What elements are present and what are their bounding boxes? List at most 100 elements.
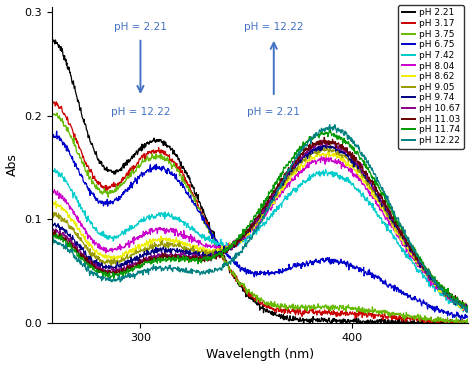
pH 6.75 — [409, 296, 415, 300]
pH 9.05 — [227, 246, 232, 250]
pH 3.17 — [363, 312, 369, 317]
pH 9.74 — [409, 250, 415, 254]
pH 9.05 — [94, 255, 100, 260]
pH 8.62 — [227, 240, 232, 245]
pH 11.74 — [363, 164, 369, 168]
pH 8.04 — [157, 225, 163, 230]
pH 12.22 — [464, 310, 469, 314]
pH 6.75 — [346, 268, 352, 272]
pH 11.03 — [49, 232, 55, 236]
pH 7.42 — [465, 310, 471, 314]
pH 6.75 — [49, 135, 55, 139]
pH 6.75 — [363, 271, 369, 275]
pH 11.03 — [464, 310, 470, 314]
pH 11.03 — [363, 168, 369, 173]
pH 9.05 — [346, 157, 352, 161]
Line: pH 9.05: pH 9.05 — [52, 145, 468, 310]
Line: pH 11.03: pH 11.03 — [52, 137, 468, 312]
pH 3.75 — [49, 109, 55, 113]
pH 11.74 — [94, 267, 100, 272]
pH 9.74 — [363, 173, 369, 177]
pH 9.05 — [409, 250, 415, 254]
pH 3.17 — [227, 269, 233, 274]
pH 8.62 — [157, 240, 163, 245]
pH 7.42 — [95, 231, 100, 235]
pH 10.67 — [94, 266, 100, 270]
pH 8.04 — [363, 187, 369, 192]
pH 10.67 — [319, 138, 325, 142]
pH 11.03 — [465, 304, 471, 309]
pH 3.17 — [409, 315, 415, 320]
pH 11.03 — [321, 135, 327, 139]
Text: pH = 2.21: pH = 2.21 — [114, 22, 167, 32]
pH 7.42 — [158, 214, 164, 219]
pH 9.74 — [324, 142, 329, 146]
pH 3.17 — [54, 99, 59, 104]
Line: pH 7.42: pH 7.42 — [52, 169, 468, 313]
pH 11.74 — [346, 141, 352, 145]
pH 2.21 — [363, 319, 369, 324]
pH 3.75 — [95, 185, 100, 189]
pH 8.62 — [465, 308, 471, 313]
pH 3.17 — [465, 320, 471, 324]
pH 11.03 — [346, 152, 352, 156]
pH 11.03 — [157, 255, 163, 259]
pH 2.21 — [227, 271, 232, 275]
pH 3.75 — [465, 321, 471, 326]
pH 8.62 — [49, 200, 55, 204]
Line: pH 8.04: pH 8.04 — [52, 155, 468, 310]
pH 8.04 — [227, 244, 232, 248]
pH 10.67 — [49, 229, 55, 234]
pH 8.62 — [363, 182, 369, 186]
pH 12.22 — [49, 240, 55, 244]
pH 9.74 — [465, 303, 471, 308]
pH 8.62 — [346, 162, 352, 167]
pH 3.75 — [363, 308, 369, 313]
pH 11.74 — [409, 243, 415, 247]
pH 7.42 — [409, 259, 415, 263]
Line: pH 3.17: pH 3.17 — [52, 102, 468, 323]
pH 11.74 — [49, 234, 55, 238]
pH 11.03 — [94, 268, 100, 272]
pH 2.21 — [465, 317, 471, 321]
pH 3.17 — [346, 313, 352, 317]
pH 8.04 — [409, 255, 415, 259]
pH 8.04 — [323, 153, 329, 157]
Line: pH 8.62: pH 8.62 — [52, 151, 468, 310]
pH 6.75 — [465, 314, 471, 319]
pH 7.42 — [227, 243, 233, 248]
pH 12.22 — [346, 133, 352, 138]
pH 12.22 — [327, 123, 333, 127]
pH 10.67 — [157, 253, 163, 257]
pH 9.74 — [465, 308, 471, 312]
pH 11.03 — [409, 245, 415, 249]
pH 2.21 — [346, 317, 352, 322]
pH 12.22 — [94, 270, 100, 275]
Legend: pH 2.21, pH 3.17, pH 3.75, pH 6.75, pH 7.42, pH 8.04, pH 8.62, pH 9.05, pH 9.74,: pH 2.21, pH 3.17, pH 3.75, pH 6.75, pH 7… — [398, 5, 464, 149]
pH 3.17 — [95, 181, 100, 185]
pH 10.67 — [227, 247, 232, 251]
pH 8.62 — [94, 249, 100, 253]
pH 3.17 — [158, 149, 164, 153]
pH 7.42 — [464, 310, 469, 315]
pH 9.05 — [464, 308, 469, 312]
pH 8.04 — [94, 241, 100, 246]
pH 9.74 — [49, 223, 55, 227]
pH 10.67 — [465, 307, 470, 311]
pH 2.21 — [307, 321, 313, 326]
pH 11.74 — [465, 306, 471, 310]
pH 9.05 — [49, 211, 55, 215]
pH 9.74 — [94, 261, 100, 265]
pH 10.67 — [409, 250, 415, 254]
pH 3.75 — [158, 157, 164, 161]
pH 6.75 — [458, 318, 464, 322]
pH 3.75 — [346, 306, 352, 310]
pH 10.67 — [465, 306, 471, 310]
pH 11.74 — [463, 308, 469, 312]
Text: pH = 12.22: pH = 12.22 — [111, 107, 170, 117]
pH 8.62 — [409, 254, 415, 258]
Text: pH = 2.21: pH = 2.21 — [247, 107, 300, 117]
pH 12.22 — [409, 246, 415, 250]
pH 8.04 — [465, 306, 471, 311]
pH 10.67 — [346, 152, 352, 157]
